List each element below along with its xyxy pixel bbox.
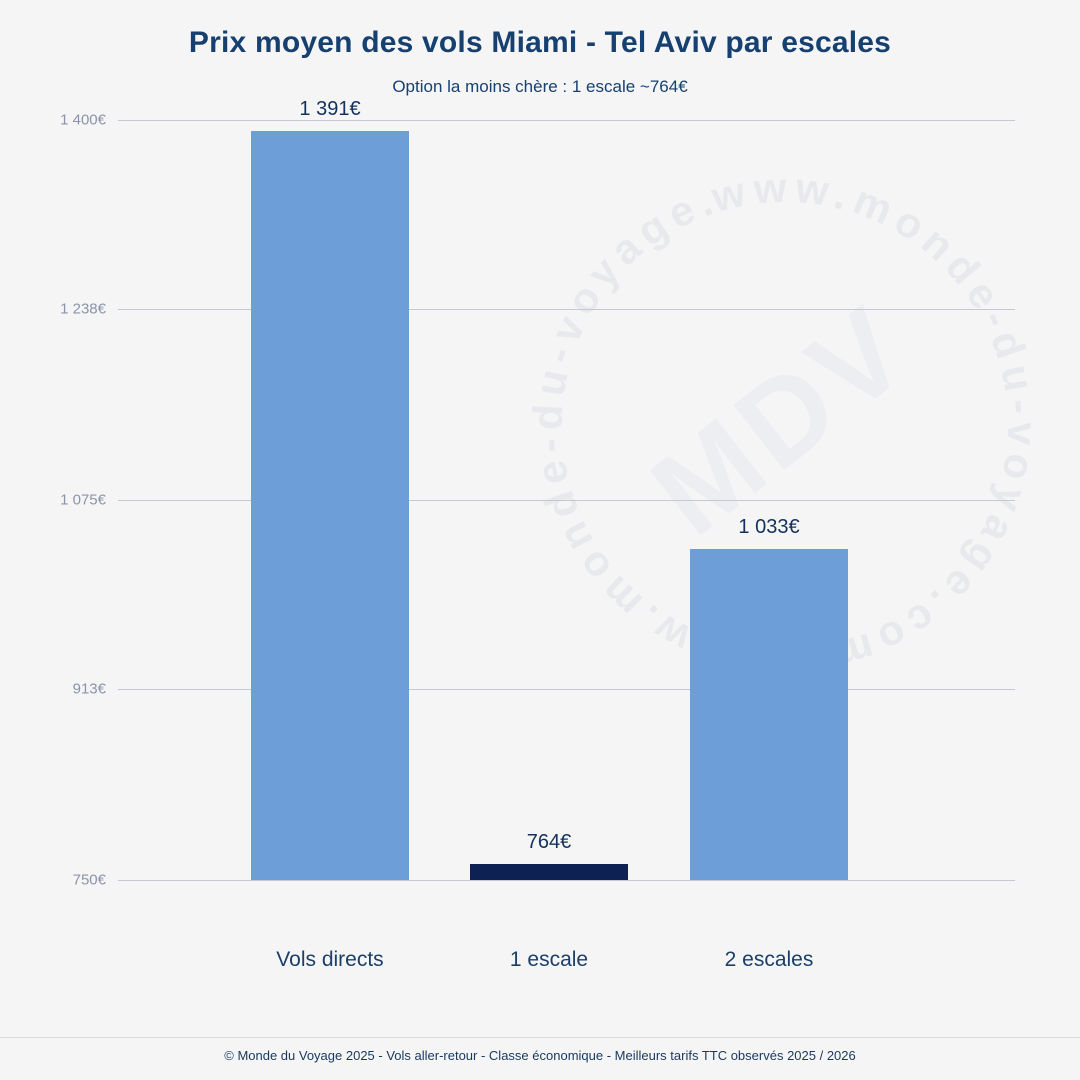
gridline	[118, 120, 1015, 121]
gridline	[118, 309, 1015, 311]
bar-vols-directs[interactable]	[251, 130, 409, 880]
category-label-2-escales: 2 escales	[724, 948, 814, 971]
footer-copyright: © Monde du Voyage 2025 - Vols aller-reto…	[224, 1048, 856, 1063]
gridline	[118, 500, 1015, 501]
category-label-vols-directs: Vols directs	[276, 948, 384, 971]
bar-1-escale[interactable]	[470, 863, 628, 880]
value-label-1-escale: 764€	[526, 830, 572, 853]
y-tick-label: 1 238€	[60, 300, 106, 318]
y-tick-label: 913€	[72, 680, 106, 698]
category-label-1-escale: 1 escale	[509, 948, 589, 971]
value-label-2-escales: 1 033€	[738, 516, 800, 539]
chart-title: Prix moyen des vols Miami - Tel Aviv par…	[188, 26, 892, 59]
y-tick-label: 750€	[72, 871, 106, 889]
footer-divider	[0, 1037, 1080, 1038]
value-label-vols-directs: 1 391€	[299, 97, 361, 120]
chart-subtitle: Option la moins chère : 1 escale ~764€	[392, 77, 688, 96]
gridline	[118, 689, 1015, 691]
bar-2-escales[interactable]	[690, 549, 848, 880]
gridline	[118, 880, 1015, 881]
y-tick-label: 1 075€	[60, 491, 106, 509]
y-tick-label: 1 400€	[60, 111, 106, 129]
